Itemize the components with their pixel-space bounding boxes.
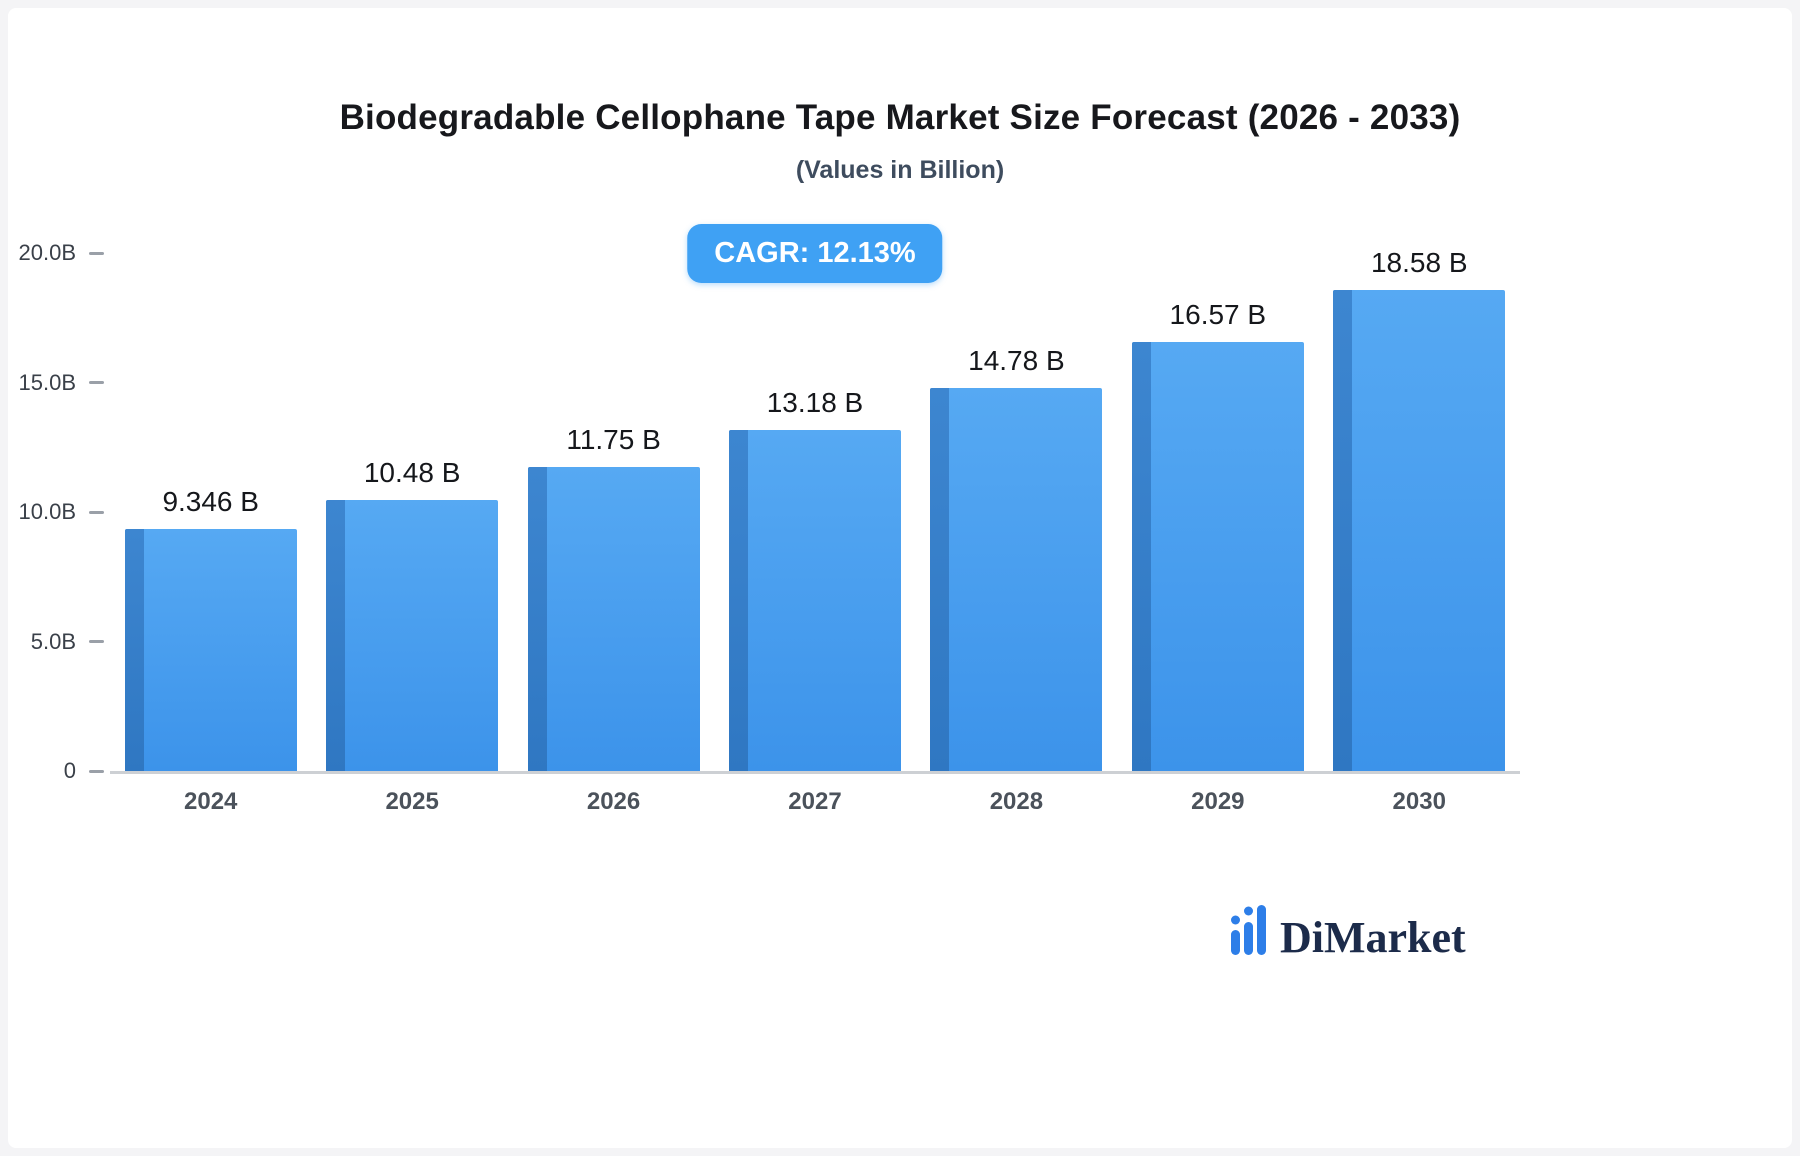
x-axis-label: 2028 (989, 788, 1044, 815)
brand-name: DiMarket (1280, 912, 1466, 962)
bar-2030[interactable]: 18.58 B (1333, 247, 1506, 771)
bar-3d-edge (527, 466, 547, 771)
x-axis-label: 2030 (1392, 788, 1446, 815)
y-axis: 0 5.0B 10.0B 15.0B 20.0B (8, 240, 104, 783)
y-axis-tick-label: 10.0B (18, 499, 77, 524)
bar-group: 16.57 B 2029 (1117, 253, 1318, 815)
y-axis-tick: 15.0B (18, 369, 104, 396)
x-axis-label: 2027 (788, 788, 842, 815)
brand-logo: DiMarket (1230, 905, 1466, 962)
bar-3d-edge (1333, 289, 1353, 771)
y-axis-tick-label: 20.0B (18, 240, 77, 265)
bar-3d-edge (124, 528, 144, 771)
y-axis-tick: 20.0B (18, 240, 104, 266)
bar-value-label: 9.346 B (162, 485, 259, 517)
chart-card: Biodegradable Cellophane Tape Market Siz… (8, 8, 1792, 1148)
y-axis-tick-mark (89, 640, 104, 643)
x-axis-label: 2026 (586, 788, 641, 815)
bar-3d-edge (326, 499, 346, 771)
bar-chart-logo-icon (1230, 905, 1268, 962)
bar-3d-edge (1131, 341, 1151, 771)
bar-group: 18.58 B 2030 (1319, 247, 1520, 815)
y-axis-tick: 5.0B (31, 629, 104, 655)
y-axis-tick-mark (89, 769, 104, 773)
cagr-badge: CAGR: 12.13% (687, 224, 943, 283)
bar-2026[interactable]: 11.75 B (527, 424, 700, 771)
x-axis-label: 2029 (1191, 788, 1245, 815)
chart-subtitle: (Values in Billion) (795, 156, 1005, 184)
bar-group: 9.346 B 2024 (110, 253, 311, 815)
y-axis-tick-label: 15.0B (18, 369, 77, 395)
y-axis-tick-label: 5.0B (30, 628, 76, 654)
y-axis-tick: 10.0B (18, 499, 104, 525)
y-axis-tick-label: 0 (63, 758, 76, 783)
bar-value-label: 16.57 B (1169, 298, 1267, 330)
bar-value-label: 13.18 B (766, 386, 864, 418)
plot-area: 9.346 B 2024 10.48 B 2025 11.75 B 2026 13.18 B… (110, 247, 1520, 815)
bar-3d-edge (728, 429, 748, 771)
bar-2028[interactable]: 14.78 B (930, 345, 1103, 771)
bar-group: 10.48 B 2025 (311, 253, 512, 815)
bar-group: 11.75 B 2026 (513, 253, 714, 815)
y-axis-tick-mark (89, 381, 104, 384)
bar-2027[interactable]: 13.18 B (728, 387, 901, 771)
bar-value-label: 14.78 B (968, 345, 1065, 377)
bar-value-label: 10.48 B (363, 456, 461, 488)
y-axis-tick-mark (89, 510, 104, 514)
bar-value-label: 11.75 B (566, 423, 661, 455)
bar-value-label: 18.58 B (1370, 246, 1468, 278)
bar-3d-edge (930, 388, 950, 771)
y-axis-tick-mark (89, 251, 104, 255)
bar-2024[interactable]: 9.346 B (124, 486, 297, 771)
bar-group: 14.78 B 2028 (916, 253, 1117, 815)
bar-2025[interactable]: 10.48 B (326, 457, 499, 771)
bar-group: 13.18 B 2027 (714, 253, 915, 815)
x-axis-label: 2025 (385, 788, 439, 815)
chart-title: Biodegradable Cellophane Tape Market Siz… (339, 98, 1461, 137)
bar-2029[interactable]: 16.57 B (1131, 299, 1304, 771)
y-axis-tick: 0 (64, 758, 104, 784)
x-axis-label: 2024 (184, 788, 238, 815)
